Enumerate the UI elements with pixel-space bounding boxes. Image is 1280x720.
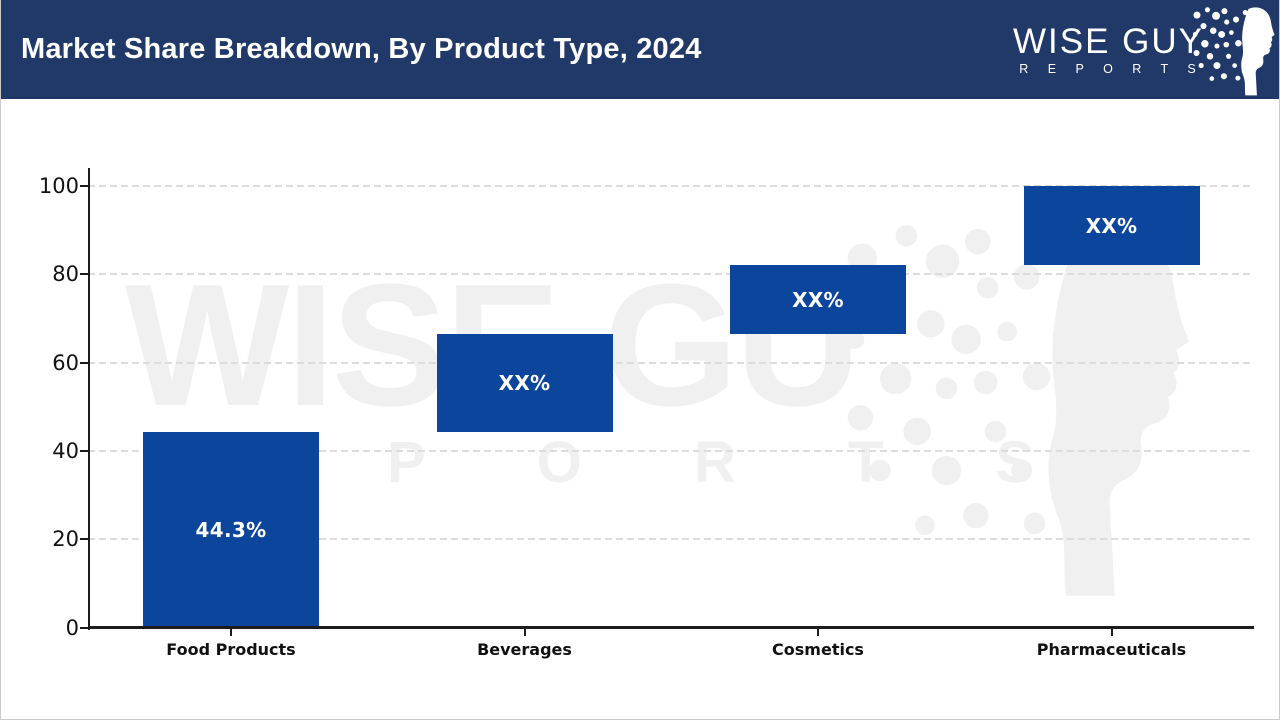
- y-tickmark-100: [79, 185, 88, 187]
- brand-name: WISE GUY: [1012, 21, 1204, 61]
- y-axis: [87, 168, 90, 630]
- x-tick-label-3: Cosmetics: [772, 640, 864, 659]
- gridline-20: [87, 538, 1254, 541]
- x-axis: [87, 626, 1254, 629]
- gridline-100: [87, 185, 1254, 187]
- y-tick-label-60: 60: [52, 350, 79, 375]
- x-tick-label-2: Beverages: [477, 640, 572, 659]
- gridline-80: [87, 273, 1254, 276]
- y-tick-label-80: 80: [52, 262, 79, 287]
- bar-value-label: 44.3%: [195, 517, 267, 542]
- x-tickmark-4: [1110, 628, 1113, 636]
- y-tick-label-20: 20: [52, 527, 79, 552]
- bar-value-label: XX%: [1085, 213, 1138, 238]
- y-tick-label-0: 0: [65, 615, 79, 640]
- chart-title: Market Share Breakdown, By Product Type,…: [21, 33, 702, 65]
- bar-cosmetics: XX%: [730, 265, 906, 334]
- brand-subtitle: R E P O R T S: [1019, 61, 1204, 76]
- wiseguy-head-icon: [1190, 4, 1276, 96]
- brand-logo: WISE GUY R E P O R T S: [1013, 4, 1279, 96]
- x-tickmark-2: [523, 628, 526, 636]
- x-tickmark-1: [230, 628, 232, 636]
- y-tickmark-60: [79, 361, 88, 364]
- y-tick-label-100: 100: [38, 174, 79, 198]
- x-tick-label-4: Pharmaceuticals: [1036, 640, 1187, 659]
- watermark-subtext: P O R T S: [387, 430, 1083, 495]
- gridline-60: [87, 361, 1254, 364]
- y-tickmark-20: [79, 538, 88, 541]
- bar-beverages: XX%: [436, 333, 613, 432]
- x-tickmark-3: [817, 628, 819, 636]
- bar-value-label: XX%: [792, 287, 844, 312]
- y-tickmark-80: [79, 273, 88, 276]
- y-tickmark-40: [79, 449, 88, 452]
- header-banner: Market Share Breakdown, By Product Type,…: [1, 0, 1279, 99]
- gridline-40: [87, 449, 1254, 452]
- bar-pharmaceuticals: XX%: [1023, 186, 1200, 266]
- y-tickmark-0: [79, 626, 88, 629]
- y-tick-label-40: 40: [52, 438, 79, 463]
- brand-logo-text: WISE GUY R E P O R T S: [1013, 24, 1204, 76]
- bar-value-label: XX%: [498, 370, 551, 395]
- x-tick-label-1: Food Products: [166, 640, 296, 659]
- bar-food-products: 44.3%: [143, 431, 319, 628]
